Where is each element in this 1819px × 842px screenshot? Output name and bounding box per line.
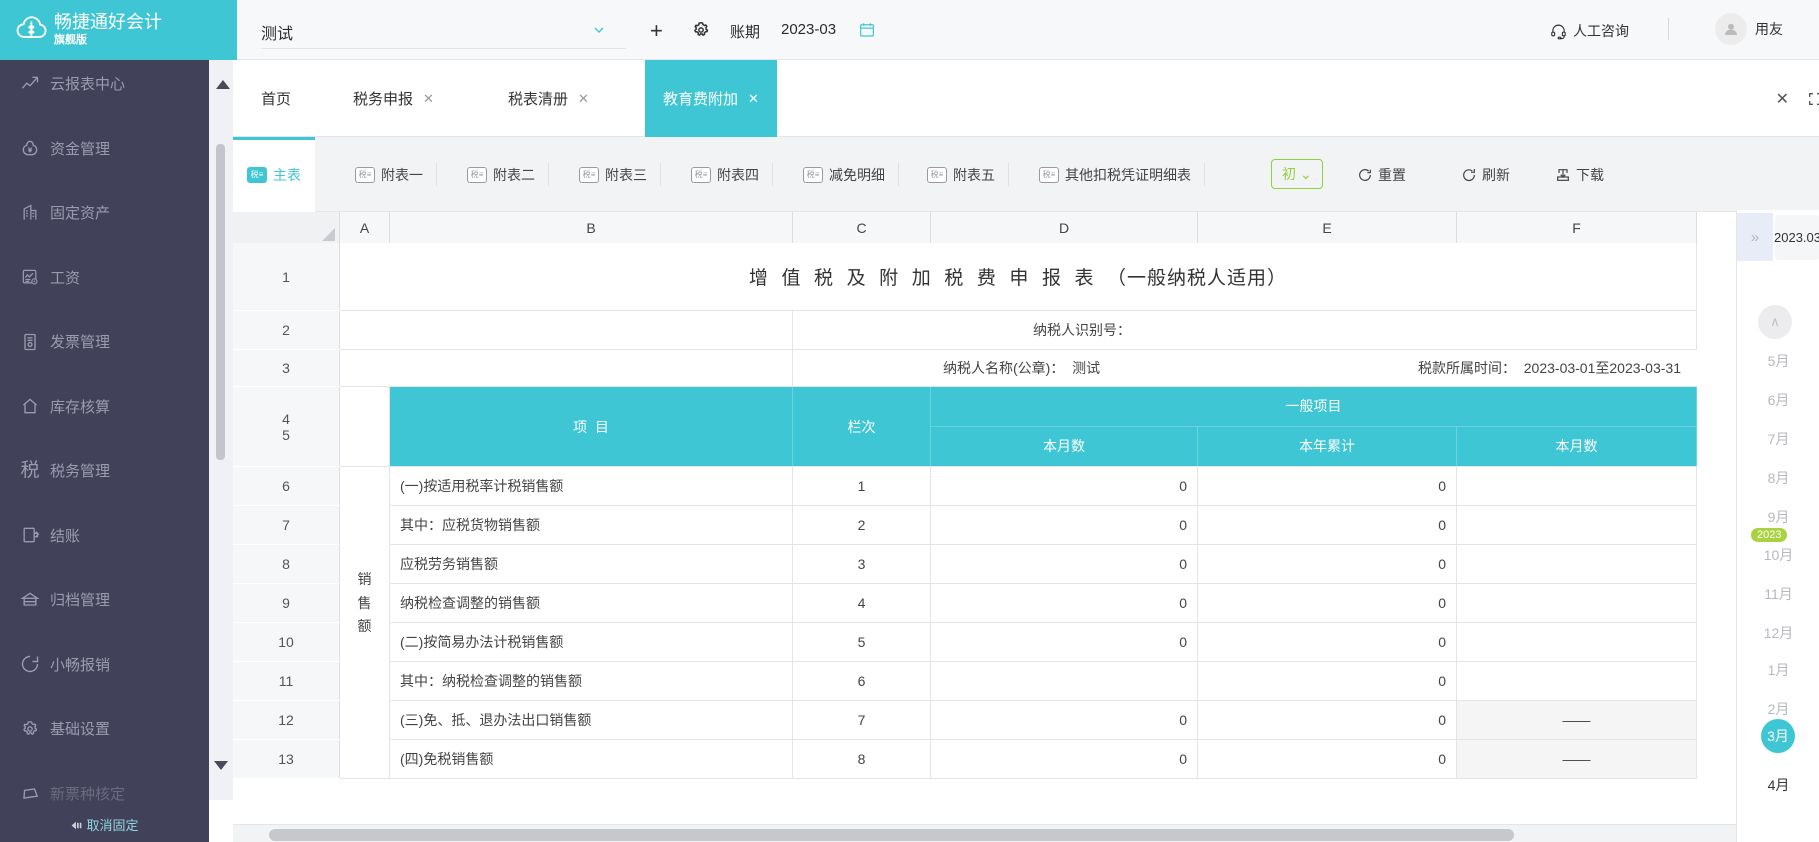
svg-text:¥: ¥ bbox=[28, 148, 32, 154]
